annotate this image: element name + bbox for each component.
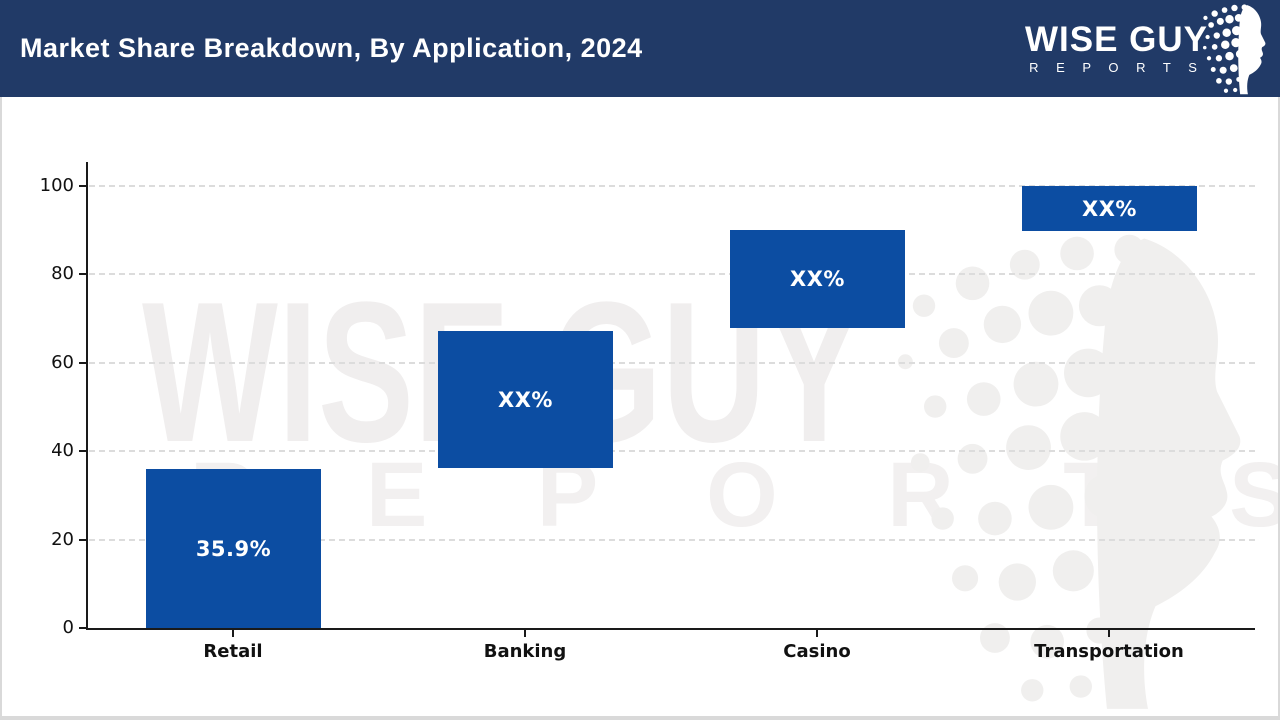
bar-casino: XX% <box>730 230 905 328</box>
gridline-y20 <box>89 538 1255 541</box>
x-axis-tickmark <box>816 628 818 637</box>
y-axis-tickmark <box>79 185 87 187</box>
report-header: Market Share Breakdown, By Application, … <box>0 0 1280 97</box>
y-axis-tick-label: 40 <box>51 440 74 462</box>
gridline-y40 <box>89 450 1255 453</box>
bar-value-label: XX% <box>790 267 845 291</box>
x-axis-tickmark <box>524 628 526 637</box>
bar-value-label: 35.9% <box>195 536 272 561</box>
x-axis-tickmark <box>232 628 234 637</box>
x-axis-line <box>86 628 1255 630</box>
y-axis-tickmark <box>79 273 87 276</box>
y-axis-tickmark <box>79 361 87 364</box>
y-axis-tick-label: 100 <box>39 175 74 196</box>
x-axis-tickmark <box>1108 628 1110 637</box>
y-axis-tick-label: 0 <box>62 617 74 638</box>
gridline-y100 <box>89 185 1255 187</box>
wiseguy-logo: WISE GUY R E P O R T S <box>1025 2 1270 95</box>
x-axis-category-label: Transportation <box>1034 641 1184 662</box>
gridline-y80 <box>89 273 1255 276</box>
report-title: Market Share Breakdown, By Application, … <box>20 33 643 63</box>
y-axis-tick-label: 20 <box>51 528 74 550</box>
x-axis-category-label: Casino <box>783 641 851 662</box>
gridline-y60 <box>89 361 1255 364</box>
bar-transportation: XX% <box>1022 186 1197 231</box>
bar-retail: 35.9% <box>146 469 321 628</box>
x-axis-category-label: Retail <box>203 641 263 662</box>
logo-text: WISE GUY R E P O R T S <box>1024 19 1208 76</box>
y-axis-tickmark <box>79 538 87 541</box>
canvas-border-right <box>1278 97 1280 720</box>
y-axis-tickmark <box>79 627 87 629</box>
bar-value-label: XX% <box>1082 196 1137 221</box>
y-axis-tickmark <box>79 450 87 453</box>
y-axis-tick-label: 60 <box>51 351 74 373</box>
canvas-border-bottom <box>0 716 1280 720</box>
y-axis-tick-label: 80 <box>51 263 74 285</box>
canvas-border-left <box>0 97 2 720</box>
bar-value-label: XX% <box>498 387 553 412</box>
x-axis-category-label: Banking <box>483 641 567 662</box>
logo-subtext: R E P O R T S <box>1029 60 1204 76</box>
logo-wordmark: WISE GUY <box>1024 19 1208 59</box>
bar-banking: XX% <box>438 331 613 468</box>
y-axis-line <box>86 162 88 630</box>
chart-area: WISE GUY R E P O R T S 0 20 40 60 80 100 35.9%… <box>0 97 1280 720</box>
